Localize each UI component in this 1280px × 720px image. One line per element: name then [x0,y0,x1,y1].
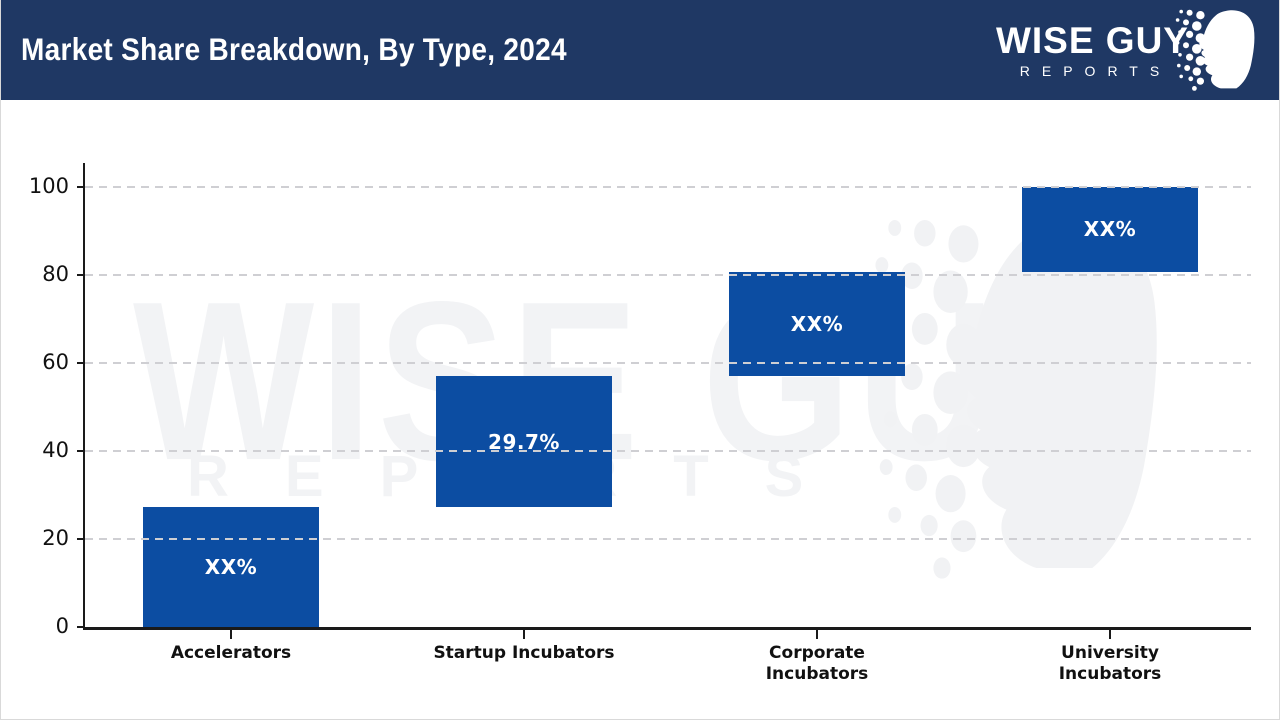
wiseguy-logo: WISE GUY REPORTS [996,8,1265,92]
bar-value-label: XX% [204,554,258,579]
x-axis-tick [816,630,818,639]
bar: XX% [143,506,319,627]
bar-value-label: 29.7% [488,429,560,454]
y-axis-tick [77,186,85,188]
y-axis-tick [77,626,85,628]
header-bar: Market Share Breakdown, By Type, 2024 WI… [1,0,1279,100]
x-axis-category-label: Startup Incubators [433,643,615,663]
y-axis-tick-label: 20 [42,526,69,550]
bar: XX% [729,271,905,377]
gridline [85,362,1251,364]
bar: 29.7% [436,376,612,507]
x-axis-tick [1109,630,1111,639]
page-title: Market Share Breakdown, By Type, 2024 [21,32,567,67]
y-axis-tick-label: 80 [42,262,69,286]
y-axis-tick [77,450,85,452]
y-axis-tick-label: 40 [42,438,69,462]
gridline [85,538,1251,540]
x-axis-category-label: Accelerators [170,643,292,663]
logo-subtitle: REPORTS [1019,62,1172,79]
logo-wordmark: WISE GUY [995,19,1189,61]
x-axis-tick [230,630,232,639]
bar: XX% [1022,187,1198,272]
gridline [85,274,1251,276]
x-axis-line [85,627,1251,630]
x-axis-category-label: Corporate Incubators [765,643,869,685]
bar-value-label: XX% [1083,217,1137,242]
gridline [85,450,1251,452]
y-axis-tick [77,274,85,276]
x-axis-tick [523,630,525,639]
y-axis-tick-label: 100 [28,174,69,198]
y-axis-tick-label: 0 [55,614,69,638]
gridline [85,186,1251,188]
y-axis-line [83,163,85,630]
chart-area: WISE GUY REPORTS 020406080100XX%Accelera… [1,100,1279,719]
logo-text: WISE GUY REPORTS [996,22,1189,79]
y-axis-tick-label: 60 [42,350,69,374]
y-axis-tick [77,538,85,540]
y-axis-tick [77,362,85,364]
bar-value-label: XX% [790,312,844,337]
x-axis-category-label: University Incubators [1058,643,1162,685]
